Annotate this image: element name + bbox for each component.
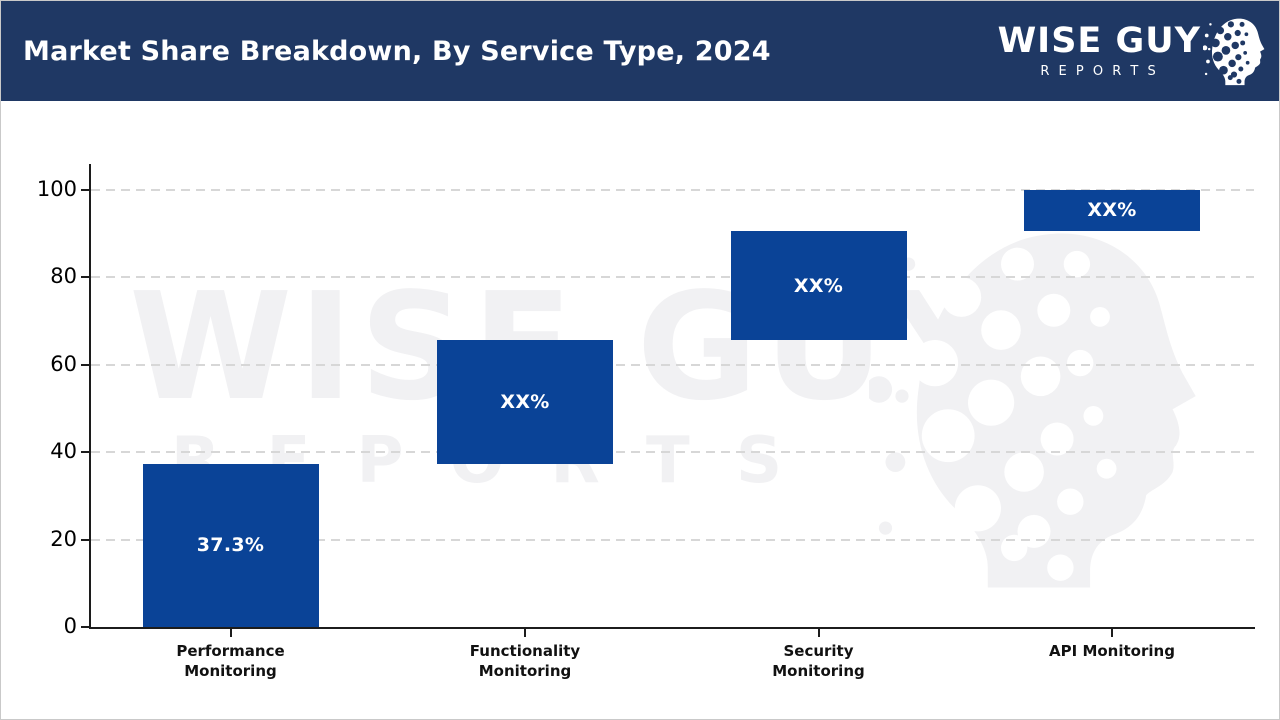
y-tick-label: 0 — [63, 614, 77, 638]
y-tick-label: 20 — [50, 526, 77, 551]
brand-logo: WISE GUY R E P O R T S — [998, 9, 1265, 93]
y-tick-mark — [81, 451, 90, 453]
y-tick-label: 80 — [50, 264, 77, 288]
y-tick-mark — [81, 188, 90, 191]
bar-value-label: 37.3% — [196, 534, 265, 557]
bar-security-monitoring: XX% — [730, 231, 907, 341]
y-tick-label: 100 — [36, 176, 77, 201]
y-tick-label: 60 — [50, 351, 77, 376]
x-tick-mark — [817, 628, 820, 637]
x-category-label: API Monitoring — [1049, 642, 1175, 660]
header: Market Share Breakdown, By Service Type,… — [1, 1, 1279, 101]
bar-value-label: XX% — [500, 391, 550, 414]
bar-api-monitoring: XX% — [1024, 189, 1200, 232]
brand-subname: R E P O R T S — [1040, 63, 1159, 79]
y-axis-spine — [89, 164, 91, 629]
brand-name: WISE GUY — [997, 20, 1201, 61]
x-axis-spine — [89, 627, 1255, 629]
bar-functionality-monitoring: XX% — [437, 340, 613, 464]
x-tick-mark — [229, 628, 232, 637]
bar-value-label: XX% — [793, 274, 844, 297]
gridline-100 — [91, 188, 1254, 191]
y-tick-mark — [81, 538, 90, 541]
brand-logo-text: WISE GUY R E P O R T S — [997, 20, 1201, 79]
wise-guy-face-icon — [1203, 18, 1265, 86]
x-category-label: Performance Monitoring — [176, 642, 285, 681]
bar-performance-monitoring: 37.3% — [142, 463, 319, 627]
y-tick-mark — [81, 363, 90, 366]
y-tick-mark — [81, 626, 90, 628]
gridline-40 — [91, 451, 1254, 453]
gridline-60 — [91, 363, 1254, 366]
y-tick-label: 40 — [50, 439, 77, 463]
x-category-label: Security Monitoring — [772, 642, 865, 681]
gridline-20 — [91, 538, 1254, 541]
y-tick-mark — [81, 276, 90, 278]
page-title: Market Share Breakdown, By Service Type,… — [23, 35, 771, 67]
x-tick-mark — [1111, 628, 1113, 637]
x-tick-mark — [524, 628, 526, 637]
x-category-label: Functionality Monitoring — [469, 642, 581, 681]
gridline-80 — [91, 276, 1254, 278]
bar-value-label: XX% — [1087, 199, 1137, 222]
